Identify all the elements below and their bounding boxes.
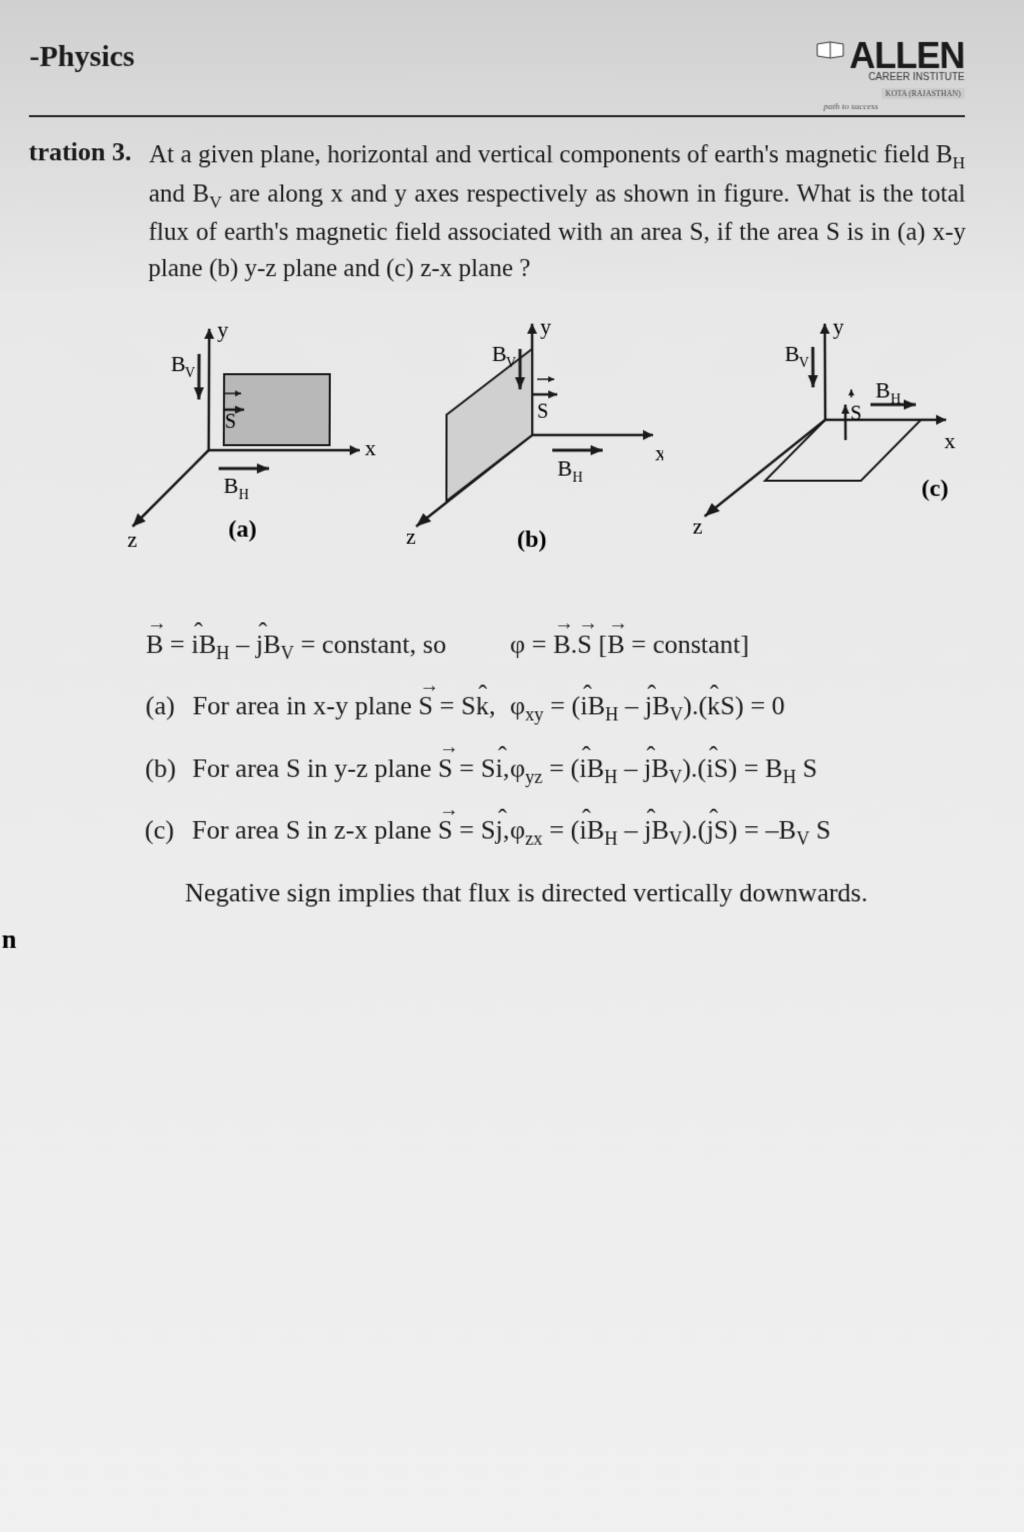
svg-text:B: B [785, 340, 800, 365]
svg-text:(c): (c) [922, 475, 949, 501]
solution-negative-note: Negative sign implies that flux is direc… [185, 866, 971, 920]
svg-text:V: V [506, 356, 516, 371]
question-text: At a given plane, horizontal and vertica… [148, 138, 966, 288]
svg-text:S: S [537, 400, 548, 422]
solution-option-a: (a) For area in x-y plane S = Sk, φxy = … [145, 680, 969, 734]
svg-text:y: y [833, 318, 844, 338]
solution-option-b: (b) For area S in y-z plane S = Si, φyz … [145, 742, 970, 796]
diagram-a: x y z S BV BH (a) [127, 318, 380, 577]
question-number: tration 3. [29, 138, 150, 168]
solution-block: B = iBH – jBV = constant, so φ = B.S [B … [144, 618, 971, 920]
logo-tagline: path to success [824, 102, 965, 112]
header: -Physics ALLEN CAREER INSTITUTE KOTA (RA… [29, 40, 965, 118]
page: -Physics ALLEN CAREER INSTITUTE KOTA (RA… [0, 0, 1024, 1532]
svg-text:H: H [891, 392, 901, 407]
svg-text:B: B [223, 472, 238, 497]
svg-text:H: H [238, 487, 248, 502]
svg-text:S: S [851, 402, 862, 424]
svg-text:x: x [364, 435, 375, 460]
svg-text:(a): (a) [228, 516, 256, 542]
solution-B-equation: B = iBH – jBV = constant, so φ = B.S [B … [146, 618, 970, 672]
svg-text:(b): (b) [517, 526, 547, 552]
diagram-c: x y z S BV BH (c) [684, 318, 957, 577]
svg-text:V: V [799, 356, 809, 371]
svg-text:z: z [127, 526, 137, 551]
svg-text:B: B [557, 455, 572, 480]
svg-text:S: S [225, 410, 236, 432]
svg-text:z: z [406, 523, 416, 548]
svg-text:z: z [693, 513, 703, 538]
svg-text:x: x [655, 440, 663, 465]
diagram-b: x y z S BV BH (b) [401, 318, 664, 577]
book-icon [815, 40, 845, 60]
logo-block: ALLEN CAREER INSTITUTE KOTA (RAJASTHAN) … [815, 40, 965, 112]
svg-text:H: H [572, 470, 582, 485]
logo-location: KOTA (RAJASTHAN) [881, 88, 964, 99]
svg-text:y: y [540, 318, 551, 338]
subject-label: -Physics [29, 40, 134, 74]
svg-text:V: V [184, 366, 194, 381]
svg-text:B: B [170, 351, 185, 376]
question-row: tration 3. At a given plane, horizontal … [28, 138, 967, 288]
allen-logo: ALLEN [849, 40, 964, 72]
svg-text:y: y [217, 318, 228, 341]
svg-text:B: B [876, 377, 891, 402]
diagrams-row: x y z S BV BH (a) [116, 318, 969, 577]
svg-text:B: B [492, 340, 507, 365]
solution-option-c: (c) For area S in z-x plane S = Sj, φzx … [145, 804, 971, 858]
solution-label: n [2, 924, 17, 955]
svg-text:x: x [945, 428, 956, 453]
